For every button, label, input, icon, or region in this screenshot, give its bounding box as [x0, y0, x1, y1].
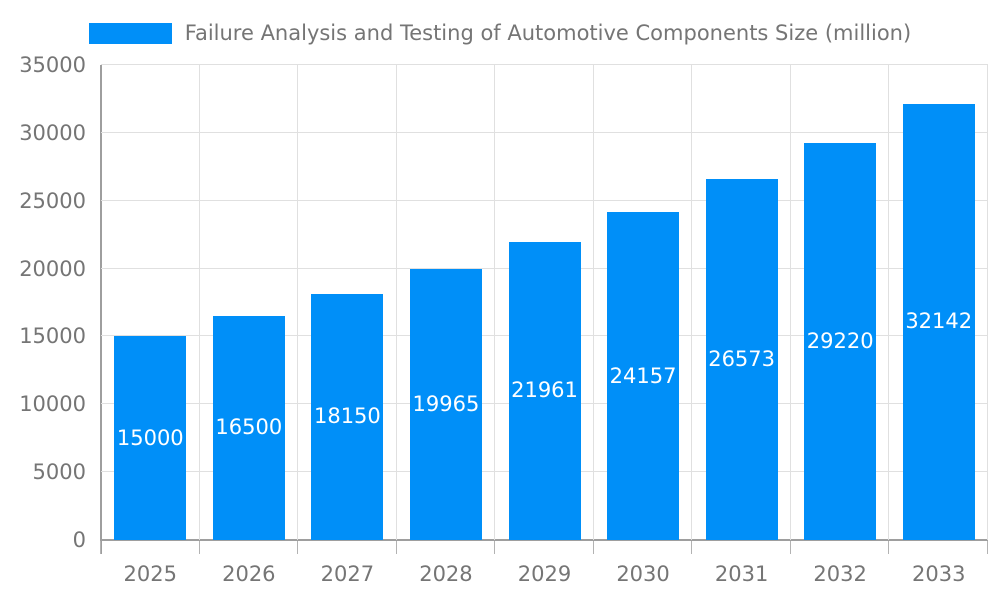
bar-value-label: 21961 — [511, 378, 578, 403]
x-axis-tick-mark — [987, 541, 988, 554]
y-axis-tick-label: 30000 — [19, 120, 86, 145]
bar-2031[interactable]: 26573 — [705, 179, 778, 540]
bar-2027[interactable]: 18150 — [311, 293, 384, 540]
bar-2033[interactable]: 32142 — [902, 103, 975, 540]
v-gridline — [494, 65, 496, 540]
v-gridline — [888, 65, 890, 540]
bar-2029[interactable]: 21961 — [508, 241, 581, 540]
x-axis-tick-mark — [888, 541, 890, 554]
bar-2030[interactable]: 24157 — [607, 212, 680, 540]
x-axis-tick-mark — [297, 541, 299, 554]
x-axis-tick-label: 2033 — [911, 562, 966, 586]
x-axis-tick-label: 2032 — [813, 562, 867, 586]
bar-value-label: 29220 — [806, 329, 874, 354]
h-gridline — [101, 64, 988, 65]
legend-label: Failure Analysis and Testing of Automoti… — [184, 21, 912, 45]
bar-2026[interactable]: 16500 — [212, 316, 285, 540]
h-gridline — [101, 199, 988, 201]
x-axis-tick-label: 2031 — [714, 562, 769, 586]
x-axis-tick-mark — [592, 541, 594, 554]
v-gridline — [987, 65, 988, 540]
bar-value-label: 32142 — [905, 309, 973, 334]
bar-2025[interactable]: 15000 — [114, 336, 187, 540]
x-axis-tick-label: 2027 — [320, 562, 375, 586]
x-axis-tick-label: 2026 — [222, 562, 276, 586]
v-gridline — [592, 65, 594, 540]
bar-value-label: 15000 — [116, 425, 184, 450]
x-axis-tick-mark — [691, 541, 693, 554]
y-axis-line — [100, 65, 102, 554]
x-axis-tick-label: 2030 — [616, 562, 670, 586]
x-axis-tick-label: 2025 — [123, 562, 177, 586]
v-gridline — [395, 65, 397, 540]
bar-value-label: 26573 — [708, 347, 776, 372]
legend-swatch-icon — [88, 22, 172, 44]
bar-value-label: 18150 — [313, 404, 381, 429]
v-gridline — [691, 65, 693, 540]
y-axis-tick-label: 25000 — [19, 188, 86, 213]
x-axis-tick-mark — [100, 541, 101, 554]
bar-2028[interactable]: 19965 — [409, 269, 482, 540]
bar-value-label: 19965 — [412, 391, 480, 416]
y-axis-tick-label: 5000 — [32, 460, 86, 485]
x-axis-tick-label: 2028 — [419, 562, 473, 586]
h-gridline — [101, 131, 988, 133]
x-axis-tick-mark — [395, 541, 397, 554]
y-axis-tick-label: 0 — [72, 528, 86, 552]
bar-2032[interactable]: 29220 — [804, 143, 877, 540]
bar-value-label: 16500 — [215, 415, 283, 440]
v-gridline — [789, 65, 791, 540]
v-gridline — [198, 65, 200, 540]
plot-area: 15000 16500 18150 19965 21961 24157 26573 29220… — [101, 64, 988, 540]
bar-value-label: 24157 — [609, 363, 677, 388]
x-axis-line — [100, 539, 988, 541]
y-axis-tick-label: 20000 — [19, 256, 86, 281]
legend-item[interactable]: Failure Analysis and Testing of Automoti… — [88, 21, 912, 45]
y-axis-tick-label: 15000 — [19, 324, 86, 349]
v-gridline — [297, 65, 299, 540]
x-axis-tick-mark — [198, 541, 200, 554]
y-axis-tick-label: 35000 — [19, 53, 86, 77]
x-axis-tick-label: 2029 — [517, 562, 572, 586]
x-axis-tick-mark — [494, 541, 496, 554]
x-axis-tick-mark — [789, 541, 791, 554]
chart-legend: Failure Analysis and Testing of Automoti… — [0, 21, 1000, 45]
y-axis-tick-label: 10000 — [19, 392, 86, 417]
